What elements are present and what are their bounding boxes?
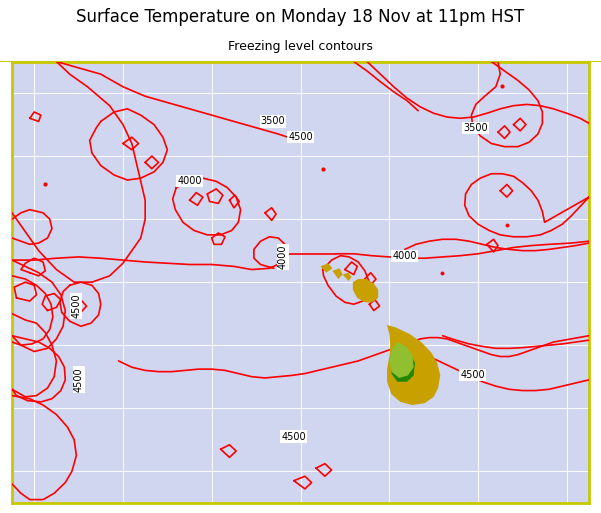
Polygon shape — [387, 325, 441, 405]
Text: 3500: 3500 — [463, 123, 488, 133]
Polygon shape — [353, 279, 378, 302]
Polygon shape — [343, 273, 352, 281]
Text: 4500: 4500 — [460, 370, 485, 381]
Polygon shape — [332, 268, 343, 279]
Polygon shape — [389, 342, 413, 378]
Text: 4000: 4000 — [177, 176, 202, 186]
Text: 4000: 4000 — [278, 245, 288, 269]
Text: Surface Temperature on Monday 18 Nov at 11pm HST: Surface Temperature on Monday 18 Nov at … — [76, 8, 525, 26]
Text: 4500: 4500 — [281, 431, 306, 442]
Text: 3500: 3500 — [261, 116, 285, 126]
Text: 4500: 4500 — [73, 367, 84, 392]
Text: 4500: 4500 — [72, 294, 81, 319]
Text: Freezing level contours: Freezing level contours — [228, 40, 373, 53]
Polygon shape — [320, 263, 332, 273]
Text: 4000: 4000 — [392, 251, 417, 261]
Text: 4500: 4500 — [288, 132, 313, 142]
Polygon shape — [391, 348, 415, 382]
